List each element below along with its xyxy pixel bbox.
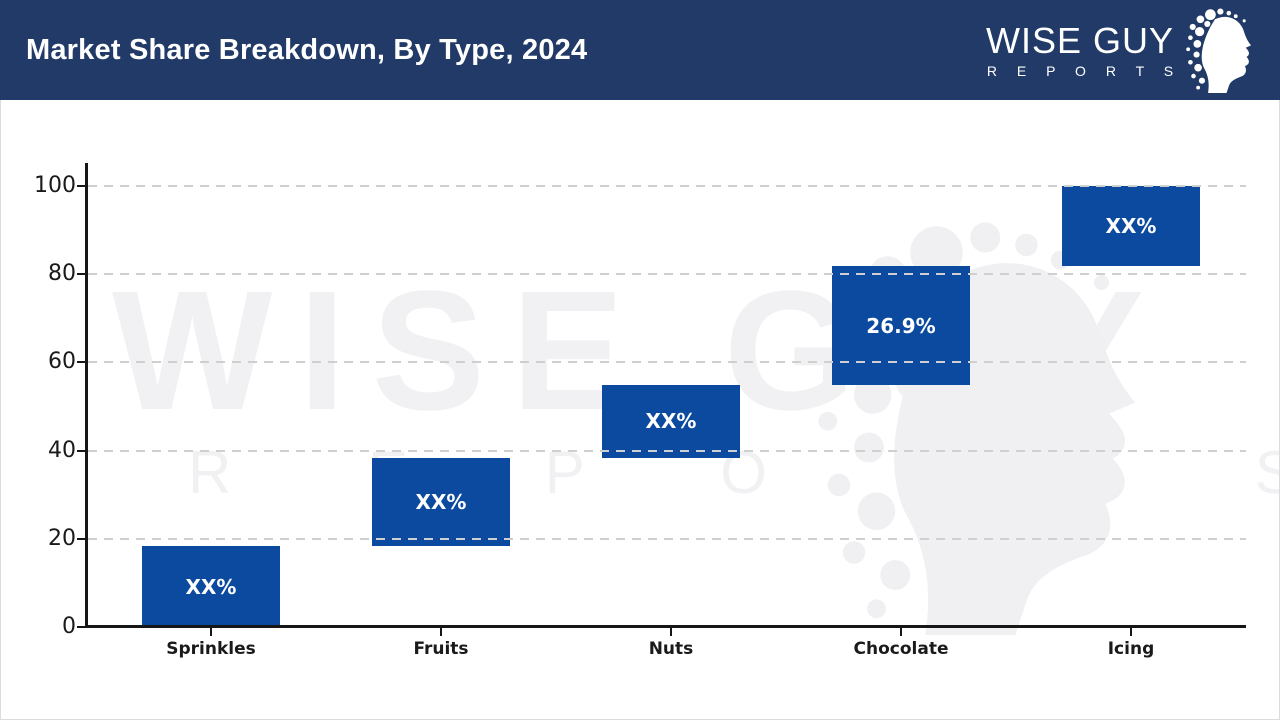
bar-sprinkles: XX% — [142, 546, 280, 627]
bar-label-nuts: XX% — [645, 409, 697, 434]
y-tick-0 — [77, 626, 85, 628]
bar-icing: XX% — [1062, 186, 1200, 267]
logo-reports-text: R E P O R T S — [986, 62, 1182, 79]
y-axis-line — [85, 163, 88, 628]
gridline-40 — [88, 449, 1246, 452]
header-bar: Market Share Breakdown, By Type, 2024 WI… — [0, 0, 1280, 100]
bar-fruits: XX% — [372, 458, 510, 547]
x-tick-label-icing: Icing — [1107, 639, 1155, 659]
y-tick-80 — [77, 273, 85, 276]
x-tick-label-nuts: Nuts — [648, 639, 694, 659]
x-axis-line — [85, 625, 1246, 628]
wise-guy-reports-logo: WISE GUY R E P O R T S — [986, 7, 1254, 93]
gridline-20 — [88, 537, 1246, 540]
x-tick-fruits — [440, 628, 442, 636]
gridline-100 — [88, 185, 1246, 187]
x-tick-icing — [1130, 628, 1132, 636]
y-tick-label-80: 80 — [48, 261, 76, 287]
logo-wise-guy-head-icon — [1176, 7, 1254, 93]
page-title: Market Share Breakdown, By Type, 2024 — [26, 33, 588, 66]
x-tick-sprinkles — [210, 628, 212, 636]
y-tick-20 — [77, 537, 85, 540]
y-tick-label-100: 100 — [34, 173, 76, 198]
x-tick-chocolate — [900, 628, 902, 636]
y-tick-40 — [77, 449, 85, 452]
x-tick-nuts — [670, 628, 672, 636]
y-tick-60 — [77, 361, 85, 364]
y-tick-label-40: 40 — [48, 437, 76, 463]
y-tick-label-60: 60 — [48, 349, 76, 375]
y-tick-100 — [77, 185, 85, 187]
y-tick-label-0: 0 — [62, 614, 76, 639]
x-tick-label-sprinkles: Sprinkles — [166, 639, 256, 659]
bar-label-icing: XX% — [1105, 214, 1157, 239]
bar-label-sprinkles: XX% — [185, 574, 237, 599]
gridline-60 — [88, 361, 1246, 364]
y-tick-label-20: 20 — [48, 525, 76, 551]
bar-label-chocolate: 26.9% — [866, 313, 936, 338]
x-tick-label-chocolate: Chocolate — [853, 639, 949, 659]
gridline-80 — [88, 273, 1246, 276]
bar-label-fruits: XX% — [415, 490, 467, 515]
bar-nuts: XX% — [602, 384, 740, 459]
bar-chocolate: 26.9% — [832, 266, 970, 385]
x-tick-label-fruits: Fruits — [413, 639, 469, 659]
logo-wise-guy-text: WISE GUY — [985, 19, 1174, 61]
